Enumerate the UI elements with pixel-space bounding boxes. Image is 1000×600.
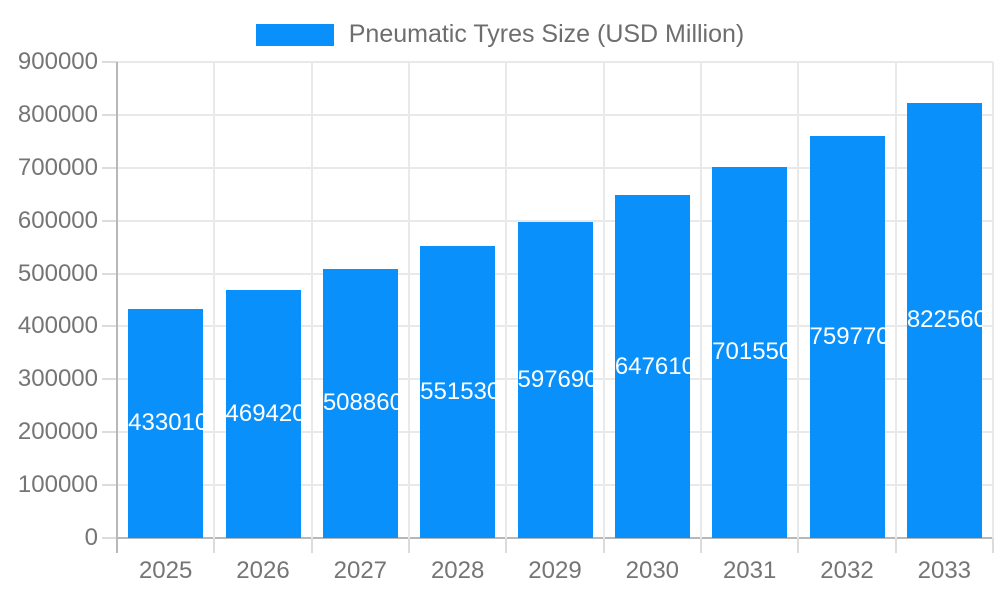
gridline-vertical xyxy=(505,62,508,538)
y-axis-label: 200000 xyxy=(17,418,98,446)
bar-2025[interactable]: 433010 xyxy=(128,308,204,538)
y-axis-tick xyxy=(102,378,117,381)
y-axis-tick xyxy=(102,272,117,275)
y-axis-label: 900000 xyxy=(17,48,98,75)
x-axis-label: 2026 xyxy=(236,557,290,584)
bar-2033[interactable]: 822560 xyxy=(906,102,982,538)
x-axis-label: 2030 xyxy=(625,557,680,584)
bar-value-label: 822560 xyxy=(906,306,982,334)
gridline-horizontal xyxy=(117,219,993,222)
gridline-vertical xyxy=(797,62,800,538)
gridline-vertical xyxy=(700,62,702,538)
gridline-horizontal xyxy=(117,61,993,63)
gridline-vertical xyxy=(310,62,313,538)
x-axis-line xyxy=(117,537,993,539)
bar-value-label: 433010 xyxy=(128,409,204,437)
y-axis-tick xyxy=(102,484,117,487)
x-axis-label: 2025 xyxy=(138,557,193,584)
bar-2026[interactable]: 469420 xyxy=(225,289,301,538)
y-axis-tick xyxy=(102,537,117,539)
y-axis-tick xyxy=(102,431,117,434)
y-axis-line xyxy=(116,62,118,538)
y-axis-label: 0 xyxy=(84,524,98,551)
bar-2027[interactable]: 508860 xyxy=(322,268,398,538)
bar-value-label: 647610 xyxy=(614,352,690,380)
x-axis-label: 2031 xyxy=(722,557,777,584)
x-axis-tick xyxy=(894,538,897,553)
gridline-horizontal xyxy=(117,166,993,169)
legend-label: Pneumatic Tyres Size (USD Million) xyxy=(348,20,745,48)
legend[interactable]: Pneumatic Tyres Size (USD Million) xyxy=(0,20,1000,49)
y-axis-tick xyxy=(102,166,117,169)
x-axis-tick xyxy=(700,538,702,553)
gridline-vertical xyxy=(992,62,994,538)
bar-value-label: 701550 xyxy=(712,338,788,366)
legend-swatch-icon xyxy=(255,23,334,46)
gridline-vertical xyxy=(408,62,410,538)
x-axis-label: 2027 xyxy=(333,557,388,584)
x-axis-tick xyxy=(310,538,313,553)
x-axis-tick xyxy=(602,538,605,553)
y-axis-tick xyxy=(102,219,117,222)
x-axis-tick xyxy=(408,538,410,553)
bar-value-label: 469420 xyxy=(225,399,301,427)
x-axis-label: 2033 xyxy=(917,557,972,584)
gridline-vertical xyxy=(602,62,605,538)
y-axis-label: 300000 xyxy=(17,365,98,393)
y-axis-tick xyxy=(102,113,117,116)
y-axis-label: 100000 xyxy=(17,471,98,499)
bar-2032[interactable]: 759770 xyxy=(809,136,885,538)
y-axis-label: 500000 xyxy=(17,259,98,287)
bar-value-label: 508860 xyxy=(322,389,398,417)
y-axis-label: 700000 xyxy=(17,153,98,181)
x-axis-tick xyxy=(116,538,118,553)
y-axis-tick xyxy=(102,325,117,328)
x-axis-label: 2029 xyxy=(528,557,582,584)
y-axis-label: 600000 xyxy=(17,206,98,234)
bar-value-label: 597690 xyxy=(517,365,593,393)
bar-2029[interactable]: 597690 xyxy=(517,221,593,538)
gridline-vertical xyxy=(213,62,216,538)
y-axis-tick xyxy=(102,61,117,63)
x-axis-label: 2032 xyxy=(820,557,874,584)
x-axis-tick xyxy=(797,538,800,553)
x-axis-label: 2028 xyxy=(430,557,485,584)
bar-value-label: 551530 xyxy=(420,378,496,406)
bar-2030[interactable]: 647610 xyxy=(614,195,690,538)
gridline-vertical xyxy=(894,62,897,538)
bar-2031[interactable]: 701550 xyxy=(712,166,788,538)
y-axis-label: 800000 xyxy=(17,100,98,128)
bar-value-label: 759770 xyxy=(809,323,885,351)
y-axis-label: 400000 xyxy=(17,312,98,340)
x-axis-tick xyxy=(992,538,994,553)
bar-2028[interactable]: 551530 xyxy=(420,246,496,538)
x-axis-tick xyxy=(505,538,508,553)
x-axis-tick xyxy=(213,538,216,553)
gridline-horizontal xyxy=(117,113,993,116)
